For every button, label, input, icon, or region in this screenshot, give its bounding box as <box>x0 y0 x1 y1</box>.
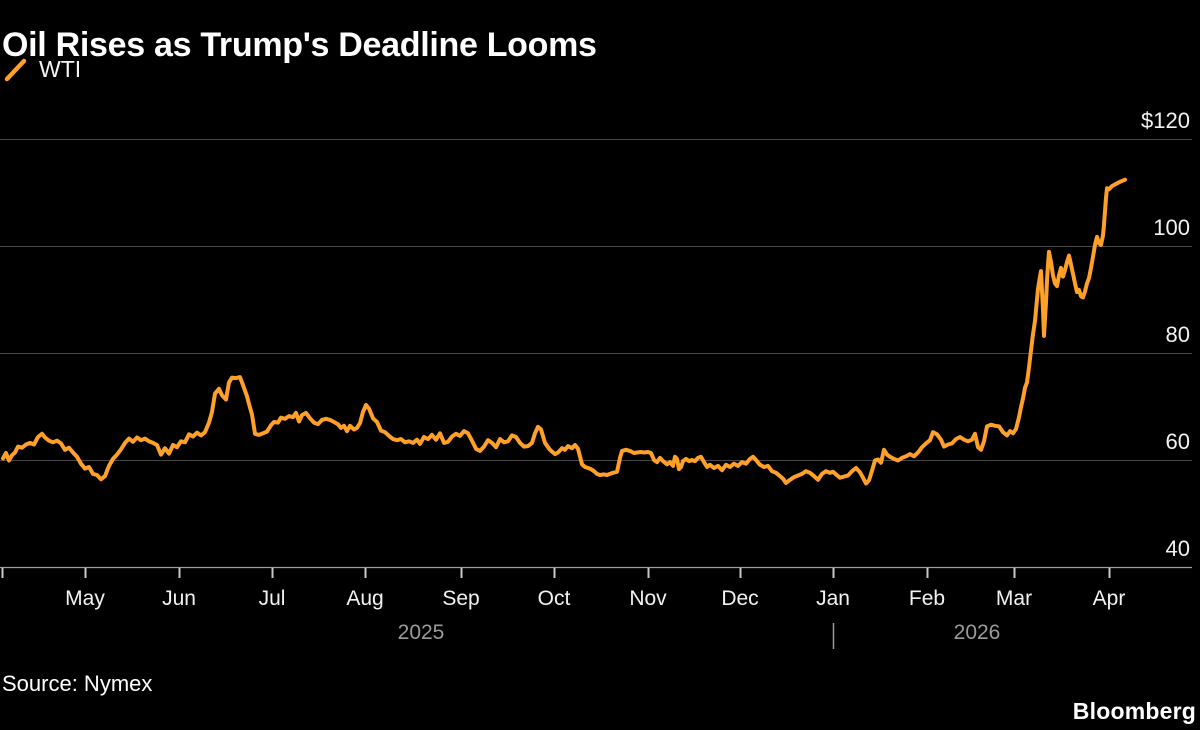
chart-title: Oil Rises as Trump's Deadline Looms <box>2 25 597 64</box>
x-axis-label: Jun <box>162 587 196 610</box>
x-axis-label: Jan <box>816 587 850 610</box>
x-axis-label: Sep <box>442 587 480 610</box>
y-axis-label: 100 <box>1153 215 1190 240</box>
y-axis-label: 60 <box>1165 429 1190 454</box>
gridlines <box>0 139 1192 461</box>
y-axis-label: $120 <box>1141 108 1190 133</box>
legend-label-wti: WTI <box>39 56 82 82</box>
wti-price-line <box>1 177 1127 486</box>
wti-legend-swatch-icon <box>4 58 27 81</box>
source-note: Source: Nymex <box>2 671 153 696</box>
x-axis-label: May <box>65 587 105 610</box>
x-axis-label: Jul <box>258 587 286 610</box>
x-axis-label: Aug <box>346 587 384 610</box>
x-axis-label: Nov <box>629 587 667 610</box>
y-axis-label: 40 <box>1165 536 1190 561</box>
x-axis-label: Feb <box>908 587 946 610</box>
year-label: 2025 <box>397 621 445 644</box>
y-axis-label: 80 <box>1165 322 1190 347</box>
x-axis-label: Dec <box>721 587 759 610</box>
x-axis-label: Apr <box>1092 587 1126 610</box>
year-label: 2026 <box>953 621 1001 644</box>
x-axis-tick-marks <box>1 568 1111 578</box>
x-axis-label: Oct <box>537 587 571 610</box>
legend: WTI <box>3 56 81 83</box>
bloomberg-logo: Bloomberg <box>1072 698 1196 724</box>
x-axis-label: Mar <box>995 587 1033 610</box>
